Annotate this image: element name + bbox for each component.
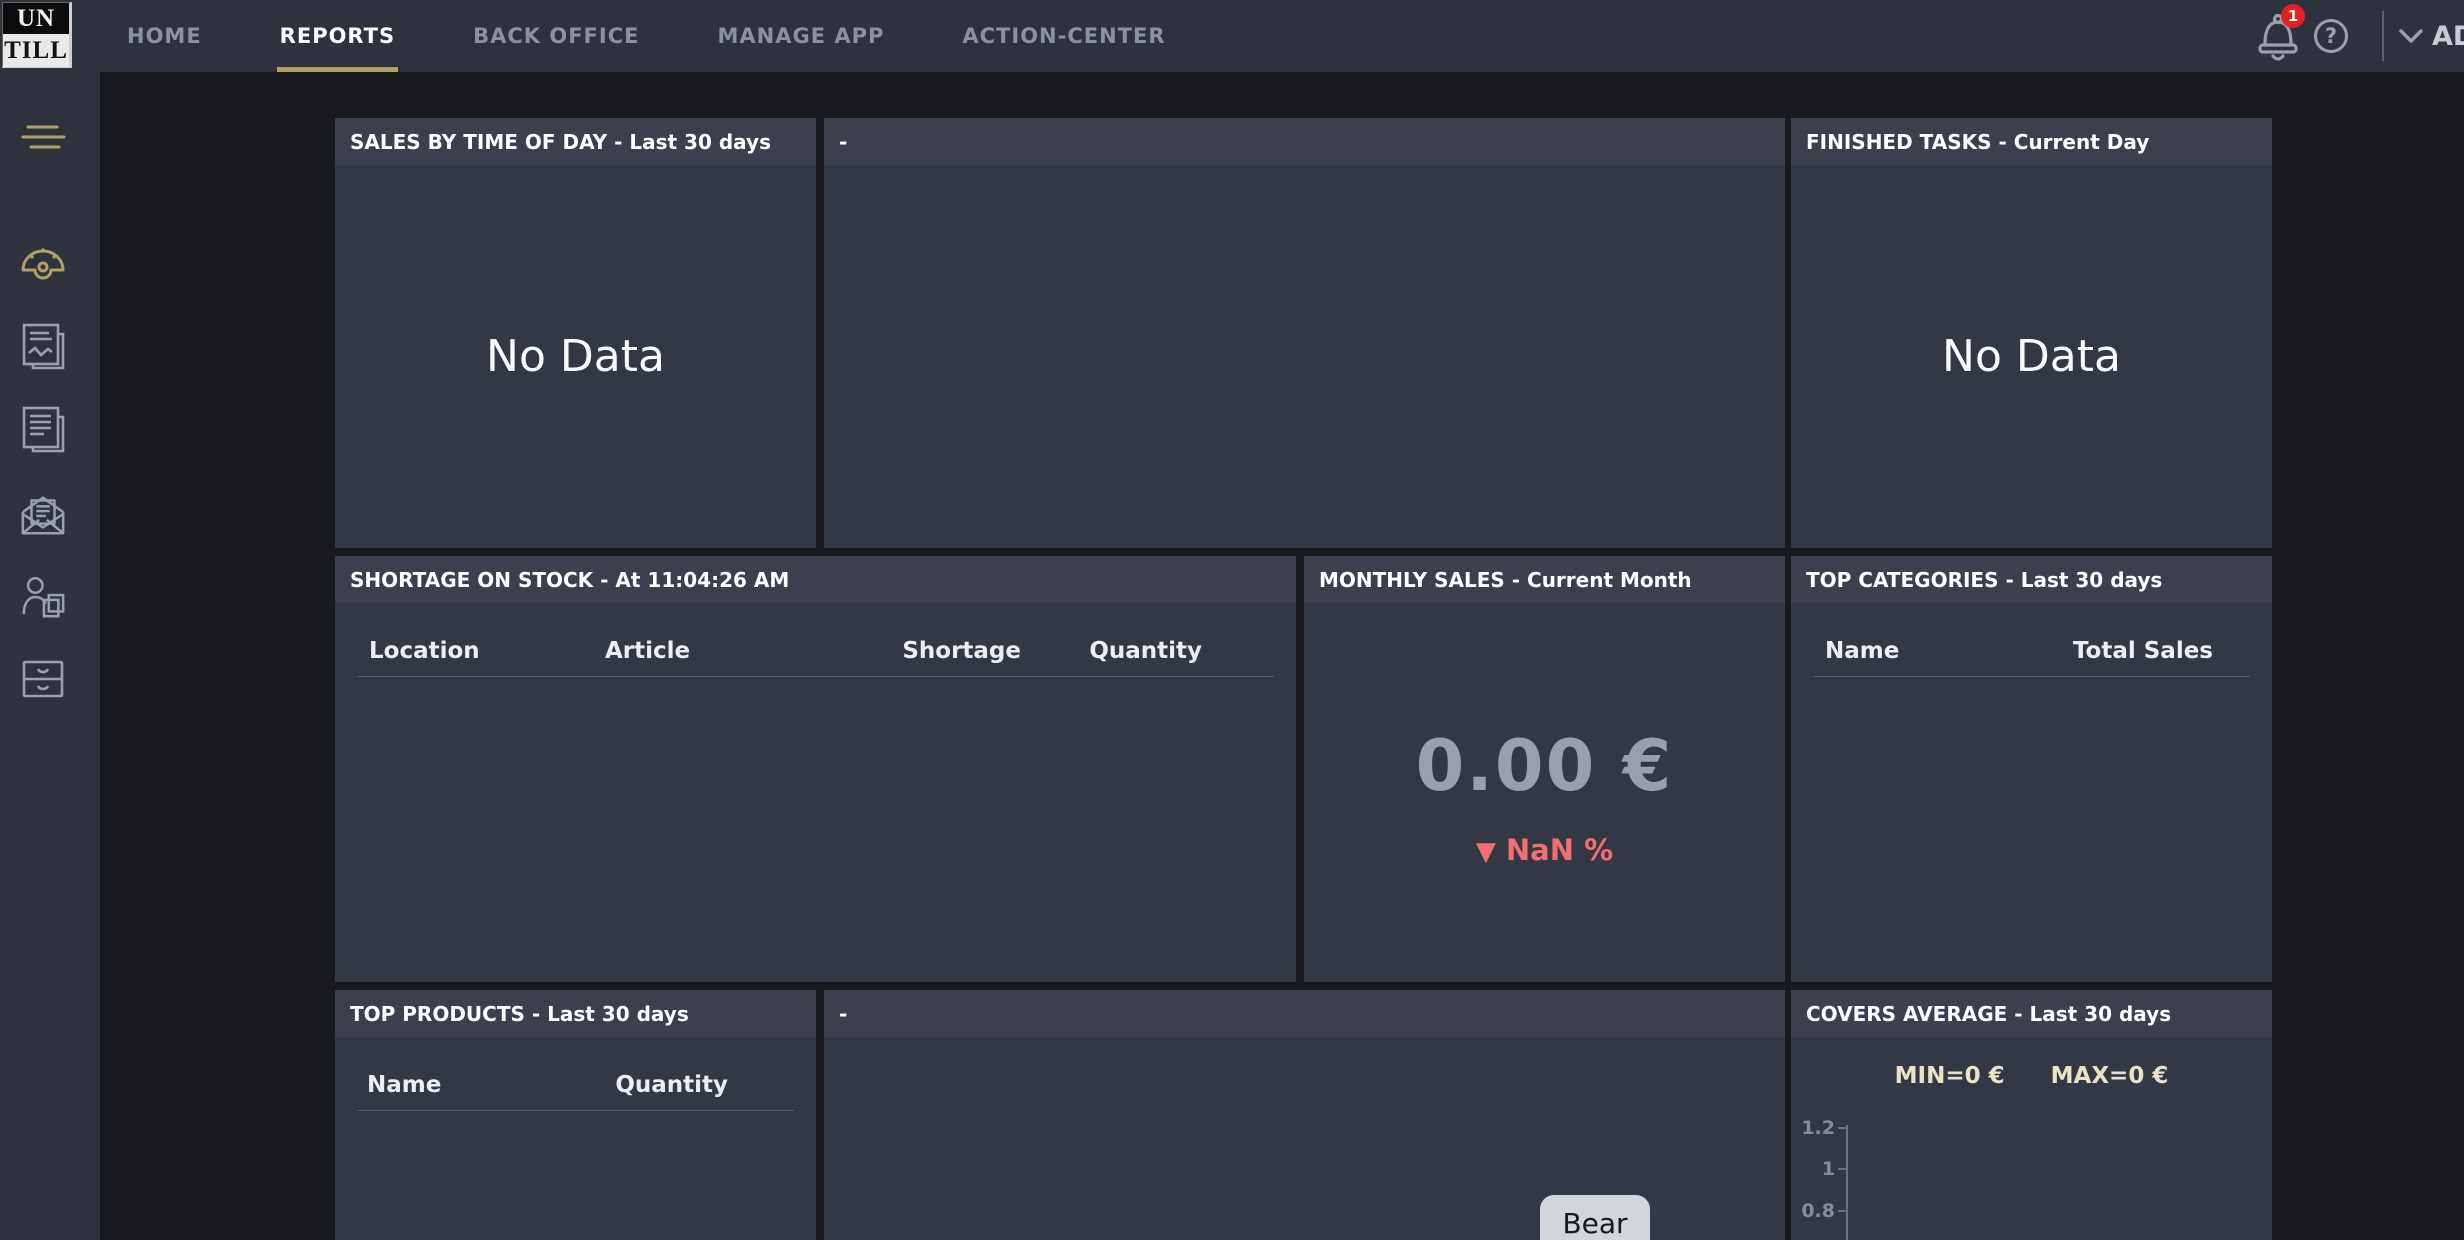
- panel-title: -: [824, 990, 1785, 1037]
- column-header-name: Name: [367, 1072, 442, 1098]
- covers-minmax-labels: MIN=0 € MAX=0 €: [1791, 1063, 2272, 1089]
- table-header-divider: [357, 676, 1274, 677]
- top-products-table-header: Name Quantity: [335, 1072, 816, 1102]
- main-nav: HOME REPORTS BACK OFFICE MANAGE APP ACTI…: [127, 0, 1166, 72]
- panel-top-categories: TOP CATEGORIES - Last 30 days Name Total…: [1791, 556, 2272, 982]
- no-data-text: No Data: [486, 331, 665, 382]
- monthly-sales-value: 0.00 €: [1415, 725, 1674, 807]
- nav-item-back-office[interactable]: BACK OFFICE: [473, 24, 640, 48]
- panel-finished-tasks: FINISHED TASKS - Current Day No Data: [1791, 118, 2272, 548]
- column-header-quantity: Quantity: [1089, 638, 1202, 664]
- y-tick-mark: [1838, 1210, 1846, 1212]
- column-header-total-sales: Total Sales: [2072, 638, 2213, 664]
- chart-y-axis: [1846, 1125, 1848, 1240]
- nav-item-action-center[interactable]: ACTION-CENTER: [962, 24, 1166, 48]
- column-header-location: Location: [369, 638, 480, 664]
- help-icon[interactable]: ?: [2314, 19, 2348, 53]
- user-menu-label[interactable]: AD: [2432, 21, 2464, 52]
- column-header-shortage: Shortage: [902, 638, 1021, 664]
- max-label: MAX=0 €: [2050, 1063, 2169, 1089]
- y-tick-label: 1: [1821, 1158, 1835, 1180]
- panel-untitled-bottom: - Bear: [824, 990, 1785, 1240]
- nav-item-reports[interactable]: REPORTS: [276, 0, 399, 72]
- logo-line-1: UN: [3, 3, 69, 36]
- top-navigation-bar: UN TILL HOME REPORTS BACK OFFICE MANAGE …: [0, 0, 2464, 72]
- dashboard-icon[interactable]: [19, 237, 67, 285]
- panel-title: -: [824, 118, 1785, 165]
- panel-title: TOP CATEGORIES - Last 30 days: [1791, 556, 2272, 603]
- chart-tooltip-bear: Bear: [1540, 1195, 1650, 1240]
- left-sidebar: [0, 72, 100, 1240]
- stock-drawers-icon[interactable]: [19, 655, 67, 703]
- logo-line-2: TILL: [3, 36, 69, 67]
- delta-down-arrow-icon: ▼: [1475, 837, 1496, 867]
- panel-monthly-sales: MONTHLY SALES - Current Month 0.00 € ▼ Na…: [1304, 556, 1785, 982]
- delta-value: NaN %: [1505, 833, 1614, 867]
- notifications-bell-icon[interactable]: [2250, 10, 2306, 66]
- panel-title: COVERS AVERAGE - Last 30 days: [1791, 990, 2272, 1037]
- documents-icon[interactable]: [19, 405, 67, 453]
- table-header-divider: [357, 1110, 794, 1111]
- nav-item-home[interactable]: HOME: [127, 24, 202, 48]
- panel-title: SALES BY TIME OF DAY - Last 30 days: [335, 118, 816, 165]
- mail-report-icon[interactable]: [19, 490, 67, 538]
- topbar-divider: [2382, 11, 2384, 61]
- nav-item-manage-app[interactable]: MANAGE APP: [717, 24, 885, 48]
- untill-logo: UN TILL: [2, 2, 72, 68]
- panel-shortage-on-stock: SHORTAGE ON STOCK - At 11:04:26 AM Locat…: [335, 556, 1296, 982]
- panel-top-products: TOP PRODUCTS - Last 30 days Name Quantit…: [335, 990, 816, 1240]
- y-tick-mark: [1838, 1127, 1846, 1129]
- column-header-quantity: Quantity: [615, 1072, 728, 1098]
- y-tick-label: 1.2: [1801, 1117, 1835, 1139]
- user-menu-chevron-down-icon[interactable]: [2398, 28, 2424, 44]
- column-header-name: Name: [1825, 638, 1900, 664]
- panel-title: MONTHLY SALES - Current Month: [1304, 556, 1785, 603]
- shortage-table-header: Location Article Shortage Quantity: [335, 638, 1296, 668]
- panel-title: TOP PRODUCTS - Last 30 days: [335, 990, 816, 1037]
- no-data-text: No Data: [1942, 331, 2121, 382]
- monthly-sales-delta: ▼ NaN %: [1304, 833, 1785, 867]
- notification-count-badge: 1: [2281, 4, 2305, 28]
- customers-icon[interactable]: [19, 573, 67, 621]
- panel-untitled-top: -: [824, 118, 1785, 548]
- top-categories-table-header: Name Total Sales: [1791, 638, 2272, 668]
- min-label: MIN=0 €: [1894, 1063, 2005, 1089]
- y-tick-label: 0.8: [1801, 1200, 1835, 1222]
- sales-report-icon[interactable]: [19, 322, 67, 370]
- panel-covers-average: COVERS AVERAGE - Last 30 days MIN=0 € MA…: [1791, 990, 2272, 1240]
- y-tick-mark: [1838, 1168, 1846, 1170]
- hamburger-menu-icon[interactable]: [19, 114, 67, 162]
- panel-title: FINISHED TASKS - Current Day: [1791, 118, 2272, 165]
- panel-title: SHORTAGE ON STOCK - At 11:04:26 AM: [335, 556, 1296, 603]
- table-header-divider: [1813, 676, 2250, 677]
- panel-sales-by-time: SALES BY TIME OF DAY - Last 30 days No D…: [335, 118, 816, 548]
- column-header-article: Article: [605, 638, 691, 664]
